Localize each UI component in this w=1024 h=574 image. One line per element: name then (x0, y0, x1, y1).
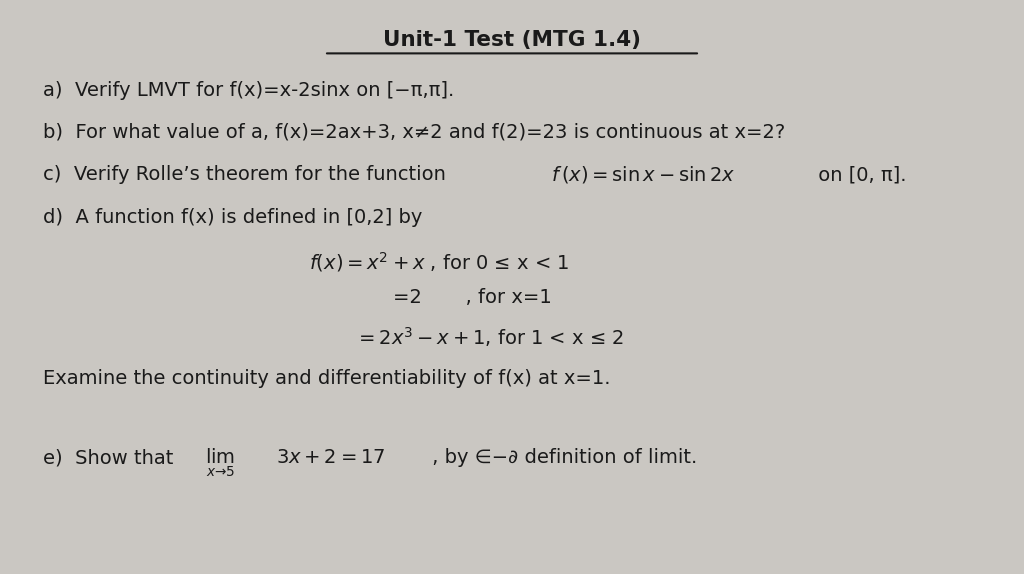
Text: Examine the continuity and differentiability of f(x) at x=1.: Examine the continuity and differentiabi… (43, 369, 610, 388)
Text: d)  A function f(x) is defined in [0,2] by: d) A function f(x) is defined in [0,2] b… (43, 208, 422, 227)
Text: c)  Verify Rolle’s theorem for the function: c) Verify Rolle’s theorem for the functi… (43, 165, 452, 184)
Text: $f\,(x) = \sin x - \sin 2x$: $f\,(x) = \sin x - \sin 2x$ (551, 164, 735, 185)
Text: $= 2x^3 - x + 1$, for 1 < x ≤ 2: $= 2x^3 - x + 1$, for 1 < x ≤ 2 (354, 325, 624, 350)
Text: e)  Show that: e) Show that (43, 448, 179, 467)
Text: Unit-1 Test (MTG 1.4): Unit-1 Test (MTG 1.4) (383, 30, 641, 49)
Text: b)  For what value of a, f(x)=2ax+3, x≠2 and f(2)=23 is continuous at x=2?: b) For what value of a, f(x)=2ax+3, x≠2 … (43, 123, 785, 142)
Text: $3x + 2 = 17$: $3x + 2 = 17$ (276, 448, 386, 467)
Text: $f(x) = x^2 + x$ , for 0 ≤ x < 1: $f(x) = x^2 + x$ , for 0 ≤ x < 1 (309, 250, 569, 274)
Text: $\lim_{x \to 5}$: $\lim_{x \to 5}$ (205, 447, 236, 479)
Text: , by ∈−∂ definition of limit.: , by ∈−∂ definition of limit. (426, 448, 697, 467)
Text: =2       , for x=1: =2 , for x=1 (393, 288, 552, 307)
Text: a)  Verify LMVT for f(x)=x-2sinx on [−π,π].: a) Verify LMVT for f(x)=x-2sinx on [−π,π… (43, 80, 454, 99)
Text: on [0, π].: on [0, π]. (812, 165, 906, 184)
